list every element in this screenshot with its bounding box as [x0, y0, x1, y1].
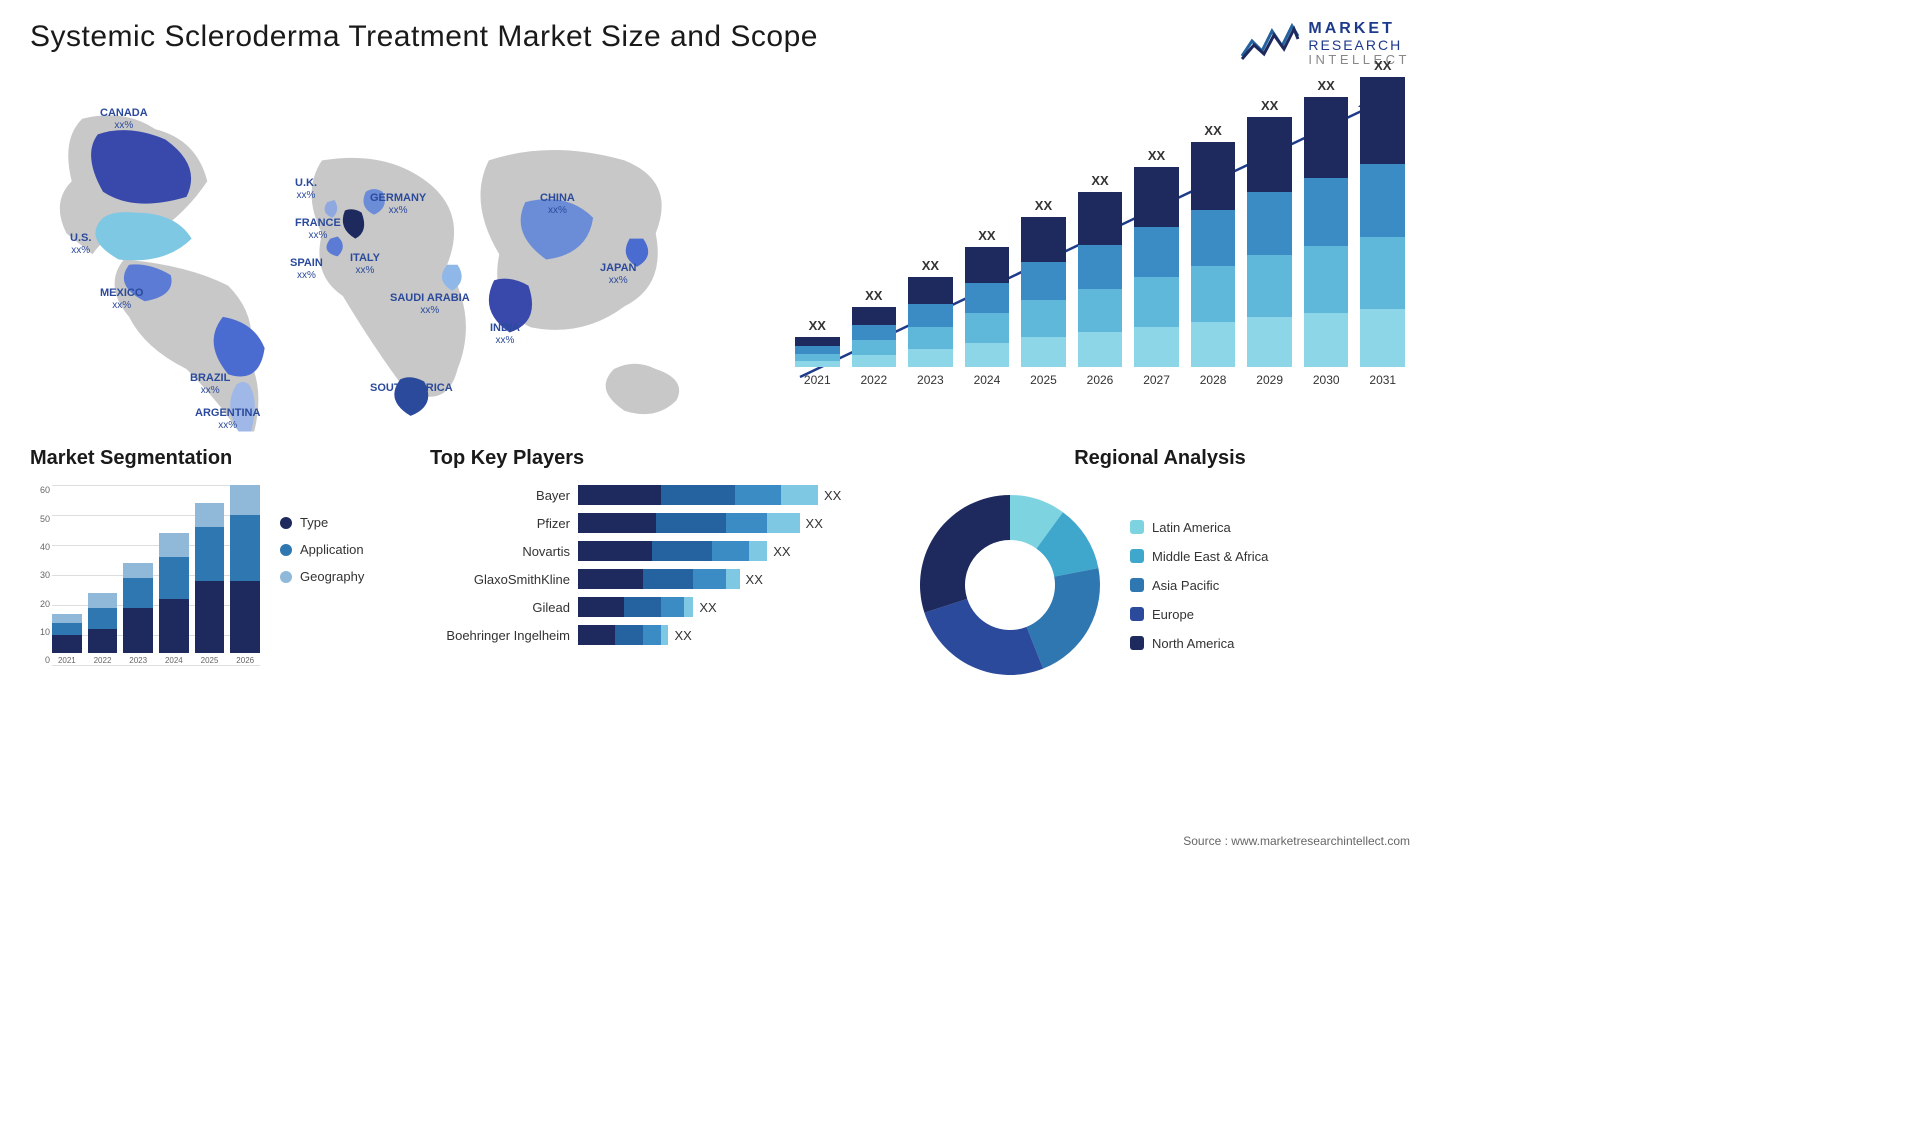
map-label-uk: U.K.xx%	[295, 177, 317, 202]
seg-bar-2025: 2025	[195, 503, 225, 665]
reg-legend-latin-america: Latin America	[1130, 520, 1268, 535]
forecast-bar-value: XX	[865, 288, 882, 303]
forecast-bar-value: XX	[1374, 58, 1391, 73]
donut-slice-2	[1027, 568, 1100, 669]
forecast-bar-2028: XX 2028	[1191, 123, 1236, 387]
forecast-bar-year: 2030	[1313, 373, 1340, 387]
reg-legend-middle-east---africa: Middle East & Africa	[1130, 549, 1268, 564]
players-chart: BayerXX PfizerXX NovartisXX GlaxoSmithKline…	[430, 485, 890, 645]
segmentation-title: Market Segmentation	[30, 447, 410, 470]
map-label-japan: JAPANxx%	[600, 262, 636, 287]
forecast-bar-2030: XX 2030	[1304, 78, 1349, 387]
donut-slice-3	[924, 599, 1043, 675]
forecast-bar-value: XX	[978, 228, 995, 243]
map-label-spain: SPAINxx%	[290, 257, 323, 282]
donut-slice-4	[920, 495, 1010, 613]
forecast-bar-year: 2022	[860, 373, 887, 387]
forecast-bar-2026: XX 2026	[1078, 173, 1123, 387]
forecast-bar-value: XX	[809, 318, 826, 333]
forecast-bar-2027: XX 2027	[1134, 148, 1179, 387]
regional-chart: Latin America Middle East & Africa Asia Pa…	[910, 485, 1410, 685]
segmentation-chart: 6050403020100 202120222023202420252026 T…	[30, 485, 410, 685]
seg-legend-type: Type	[280, 515, 364, 530]
forecast-bar-2021: XX 2021	[795, 318, 840, 387]
player-row-glaxosmithkline: GlaxoSmithKlineXX	[430, 569, 890, 589]
map-label-italy: ITALYxx%	[350, 252, 380, 277]
seg-bar-2023: 2023	[123, 563, 153, 665]
logo-text-1: MARKET	[1308, 20, 1410, 38]
regional-title: Regional Analysis	[910, 447, 1410, 470]
map-label-mexico: MEXICOxx%	[100, 287, 143, 312]
world-map: CANADAxx%U.S.xx%MEXICOxx%BRAZILxx%ARGENT…	[30, 77, 760, 417]
forecast-bar-year: 2026	[1087, 373, 1114, 387]
forecast-bar-2023: XX 2023	[908, 258, 953, 387]
reg-legend-asia-pacific: Asia Pacific	[1130, 578, 1268, 593]
forecast-bar-value: XX	[1261, 98, 1278, 113]
forecast-bar-year: 2028	[1200, 373, 1227, 387]
reg-legend-north-america: North America	[1130, 636, 1268, 651]
seg-bar-2021: 2021	[52, 614, 82, 665]
map-label-brazil: BRAZILxx%	[190, 372, 230, 397]
forecast-bar-year: 2031	[1369, 373, 1396, 387]
seg-legend-application: Application	[280, 542, 364, 557]
map-label-southafrica: SOUTH AFRICAxx%	[370, 382, 453, 407]
reg-legend-europe: Europe	[1130, 607, 1268, 622]
seg-bar-2024: 2024	[159, 533, 189, 665]
forecast-bar-2029: XX 2029	[1247, 98, 1292, 387]
seg-bar-2022: 2022	[88, 593, 118, 665]
forecast-bar-value: XX	[1204, 123, 1221, 138]
map-label-canada: CANADAxx%	[100, 107, 148, 132]
forecast-bar-2025: XX 2025	[1021, 198, 1066, 387]
map-label-france: FRANCExx%	[295, 217, 341, 242]
seg-bar-2026: 2026	[230, 485, 260, 665]
forecast-bar-value: XX	[1148, 148, 1165, 163]
forecast-bar-value: XX	[1035, 198, 1052, 213]
map-label-argentina: ARGENTINAxx%	[195, 407, 260, 432]
forecast-bar-year: 2023	[917, 373, 944, 387]
forecast-bar-year: 2027	[1143, 373, 1170, 387]
forecast-bar-2022: XX 2022	[852, 288, 897, 387]
map-label-germany: GERMANYxx%	[370, 192, 426, 217]
player-row-pfizer: PfizerXX	[430, 513, 890, 533]
forecast-bar-year: 2029	[1256, 373, 1283, 387]
seg-legend-geography: Geography	[280, 569, 364, 584]
player-row-bayer: BayerXX	[430, 485, 890, 505]
logo-icon	[1240, 21, 1300, 66]
forecast-bar-value: XX	[922, 258, 939, 273]
page-title: Systemic Scleroderma Treatment Market Si…	[30, 20, 818, 54]
forecast-bar-2024: XX 2024	[965, 228, 1010, 387]
forecast-bar-chart: XX 2021 XX 2022 XX 2023 XX 2024 XX 2025 XX 2026 XX 20…	[790, 77, 1410, 417]
players-title: Top Key Players	[430, 447, 890, 470]
map-label-india: INDIAxx%	[490, 322, 520, 347]
logo-text-2: RESEARCH	[1308, 38, 1410, 53]
player-row-gilead: GileadXX	[430, 597, 890, 617]
forecast-bar-year: 2024	[974, 373, 1001, 387]
player-row-boehringeringelheim: Boehringer IngelheimXX	[430, 625, 890, 645]
forecast-bar-2031: XX 2031	[1360, 58, 1405, 387]
forecast-bar-value: XX	[1318, 78, 1335, 93]
map-label-saudiarabia: SAUDI ARABIAxx%	[390, 292, 470, 317]
forecast-bar-year: 2025	[1030, 373, 1057, 387]
map-label-us: U.S.xx%	[70, 232, 91, 257]
donut-chart	[910, 485, 1110, 685]
player-row-novartis: NovartisXX	[430, 541, 890, 561]
source-text: Source : www.marketresearchintellect.com	[1183, 834, 1410, 848]
map-label-china: CHINAxx%	[540, 192, 575, 217]
forecast-bar-value: XX	[1091, 173, 1108, 188]
forecast-bar-year: 2021	[804, 373, 831, 387]
